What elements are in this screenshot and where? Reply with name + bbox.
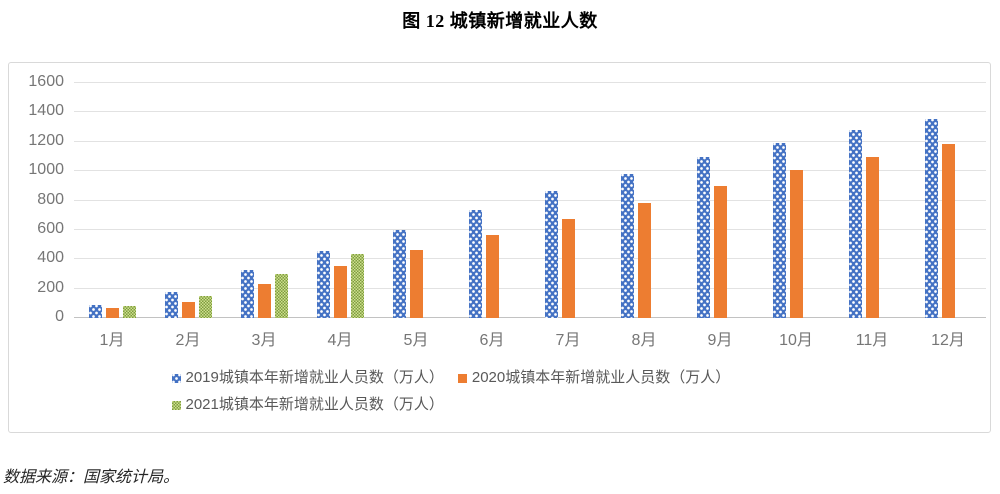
bars-row: [226, 270, 302, 318]
bars-row: [454, 209, 530, 318]
legend: 2019城镇本年新增就业人员数（万人） 2020城镇本年新增就业人员数（万人） 20…: [171, 369, 828, 414]
legend-marker-icon: [171, 400, 181, 410]
y-axis-tick-label: 200: [37, 278, 64, 296]
x-axis-label: 12月: [931, 332, 965, 349]
y-axis-tick-label: 600: [37, 219, 64, 237]
bar-2019-11月: [848, 130, 862, 318]
x-axis-label: 4月: [327, 332, 353, 349]
bar-2019-2月: [164, 292, 178, 318]
y-axis-tick-label: 800: [37, 190, 64, 208]
gridline-y-400: [74, 258, 986, 260]
legend-marker-icon: [171, 373, 181, 383]
bar-group-3月: 3月: [226, 83, 302, 349]
bar-2019-5月: [392, 230, 406, 318]
bar-group-2月: 2月: [150, 83, 226, 349]
x-axis-label: 9月: [707, 332, 733, 349]
bars-row: [530, 190, 606, 318]
x-axis-label: 2月: [175, 332, 201, 349]
bars-row: [74, 304, 150, 318]
bar-2020-10月: [789, 169, 803, 318]
bar-2019-10月: [772, 142, 786, 318]
bar-2019-12月: [924, 119, 938, 318]
bar-group-12月: 12月: [910, 83, 986, 349]
bar-2020-8月: [637, 203, 651, 318]
bar-group-11月: 11月: [834, 83, 910, 349]
legend-label: 2020城镇本年新增就业人员数（万人）: [471, 369, 731, 386]
bar-2020-3月: [257, 284, 271, 318]
bars-row: [606, 173, 682, 318]
x-axis-label: 3月: [251, 332, 277, 349]
bar-group-1月: 1月: [74, 83, 150, 349]
bar-2020-6月: [485, 235, 499, 318]
bar-group-8月: 8月: [606, 83, 682, 349]
gridline-y-1200: [74, 140, 986, 142]
bars-row: [150, 292, 226, 318]
x-axis-label: 6月: [479, 332, 505, 349]
plot-area: 0 200 400 600 800 1000 1200 1400 1600 1月 2月 3月 4月 5月 6…: [28, 74, 986, 349]
x-axis-label: 11月: [855, 332, 889, 349]
legend-label: 2019城镇本年新增就业人员数（万人）: [185, 369, 444, 386]
gridline-y-800: [74, 199, 986, 201]
legend-item-2019: 2019城镇本年新增就业人员数（万人）: [171, 369, 444, 387]
bar-2021-2月: [198, 296, 212, 318]
bar-2020-12月: [941, 143, 955, 318]
legend-item-2021: 2021城镇本年新增就业人员数（万人）: [171, 396, 444, 414]
legend-item-2020: 2020城镇本年新增就业人员数（万人）: [457, 369, 731, 387]
bars-row: [910, 119, 986, 318]
bar-2021-1月: [122, 306, 136, 318]
y-axis-tick-label: 1000: [28, 161, 64, 179]
bar-group-9月: 9月: [682, 83, 758, 349]
bars-row: [834, 130, 910, 318]
bars-row: [758, 142, 834, 318]
bar-2020-11月: [865, 156, 879, 318]
legend-marker-icon: [457, 373, 467, 383]
gridline-y-0: [74, 317, 986, 318]
x-axis-label: 1月: [99, 332, 125, 349]
bars-row: [378, 230, 454, 318]
bar-2019-4月: [316, 250, 330, 318]
bar-2019-1月: [88, 304, 102, 318]
bar-2021-3月: [274, 274, 288, 318]
bar-2020-9月: [713, 186, 727, 318]
x-axis-label: 5月: [403, 332, 429, 349]
source-note: 数据来源：国家统计局。: [3, 469, 180, 486]
gridline-y-600: [74, 228, 986, 230]
x-axis-label: 7月: [555, 332, 581, 349]
bar-2019-9月: [696, 156, 710, 318]
bar-2020-7月: [561, 219, 575, 318]
bar-2020-5月: [409, 250, 423, 318]
y-axis-tick-label: 400: [37, 249, 64, 267]
bar-2020-2月: [181, 302, 195, 318]
y-axis-tick-label: 0: [55, 308, 64, 325]
legend-label: 2021城镇本年新增就业人员数（万人）: [185, 396, 444, 413]
bar-group-10月: 10月: [758, 83, 834, 349]
bar-group-7月: 7月: [530, 83, 606, 349]
bars-row: [302, 250, 378, 318]
bar-2019-3月: [240, 270, 254, 318]
gridline-y-1400: [74, 111, 986, 113]
chart: 0 200 400 600 800 1000 1200 1400 1600 1月 2月 3月 4月 5月 6…: [8, 62, 991, 433]
gridline-y-1000: [74, 170, 986, 172]
y-axis-tick-label: 1600: [28, 73, 64, 90]
y-axis-tick-label: 1400: [28, 102, 64, 120]
gridline-y-200: [74, 287, 986, 289]
bar-2019-8月: [620, 173, 634, 318]
bar-2020-4月: [333, 266, 347, 318]
bar-2021-4月: [350, 253, 364, 318]
bar-group-5月: 5月: [378, 83, 454, 349]
bar-group-6月: 6月: [454, 83, 530, 349]
bar-2020-1月: [105, 308, 119, 318]
x-axis-label: 10月: [779, 332, 813, 349]
bar-2019-7月: [544, 190, 558, 318]
gridline-y-1600: [74, 82, 986, 83]
x-axis-label: 8月: [631, 332, 657, 349]
y-axis-tick-label: 1200: [28, 131, 64, 149]
bar-2019-6月: [468, 209, 482, 318]
bar-group-4月: 4月: [302, 83, 378, 349]
figure-title: 图 12 城镇新增就业人数: [402, 11, 598, 31]
bars-row: [682, 156, 758, 318]
